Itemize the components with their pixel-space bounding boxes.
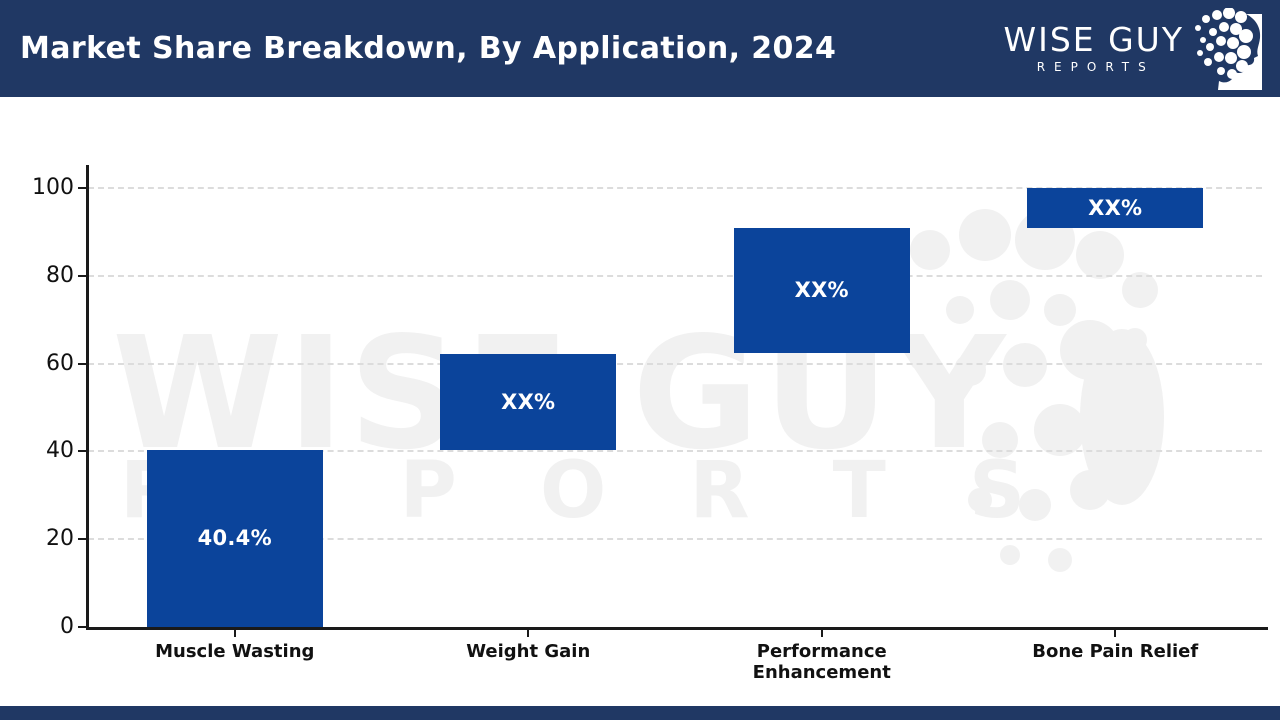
gridline-y-100 — [88, 187, 1262, 189]
bar-muscle-wasting: 40.4% — [146, 449, 323, 627]
ytick-label-60: 60 — [46, 350, 74, 376]
ytick-mark-40 — [78, 450, 87, 453]
ytick-mark-20 — [78, 538, 87, 541]
logo-wordmark: WISE GUY — [1003, 20, 1184, 59]
header-bar: Market Share Breakdown, By Application, … — [0, 0, 1280, 97]
footer-bar — [0, 706, 1280, 720]
category-label-line: Performance — [756, 641, 887, 662]
gridline-y-20 — [88, 538, 1262, 541]
ytick-mark-0 — [78, 626, 87, 628]
xtick-mark-3 — [1114, 629, 1117, 637]
ytick-mark-60 — [78, 362, 87, 365]
bar-value-label: XX% — [1088, 195, 1143, 220]
category-label-1: Weight Gain — [408, 641, 648, 662]
gridline-y-40 — [88, 450, 1262, 453]
ytick-mark-100 — [78, 187, 87, 189]
bar-value-label: XX% — [794, 278, 849, 303]
category-label-3: Bone Pain Relief — [995, 641, 1235, 662]
xtick-mark-2 — [820, 629, 823, 637]
ytick-label-100: 100 — [32, 175, 74, 200]
ytick-label-20: 20 — [46, 526, 74, 552]
xtick-mark-1 — [527, 629, 530, 637]
chart-title: Market Share Breakdown, By Application, … — [20, 31, 837, 66]
bar-bone-pain-relief: XX% — [1027, 188, 1204, 228]
category-label-line: Muscle Wasting — [155, 641, 315, 662]
bar-value-label: XX% — [501, 389, 556, 414]
bar-value-label: 40.4% — [197, 526, 272, 551]
ytick-label-0: 0 — [60, 614, 74, 639]
category-label-line: Weight Gain — [466, 641, 591, 662]
category-label-0: Muscle Wasting — [115, 641, 355, 662]
bar-performance-enhancement: XX% — [733, 227, 910, 354]
xtick-mark-0 — [233, 629, 236, 637]
x-axis-spine — [86, 627, 1268, 630]
logo-face-icon — [1195, 7, 1262, 90]
gridline-y-60 — [88, 362, 1262, 365]
brand-watermark: WISE GUY R E P O R T S — [112, 209, 1164, 572]
ytick-label-40: 40 — [46, 438, 74, 464]
logo-text: WISE GUY REPORTS — [1003, 20, 1184, 75]
ytick-mark-80 — [78, 274, 87, 277]
category-label-2: Performance Enhancement — [702, 641, 942, 683]
brand-logo: WISE GUY REPORTS — [1003, 7, 1262, 90]
plot-area: 0 20 40 60 80 100 40.4% Muscle Wasting XX% Weight… — [0, 97, 1280, 706]
ytick-label-80: 80 — [46, 262, 74, 288]
chart-region: WISE GUY R E P O R T S 0 20 40 60 80 100 40.4%… — [0, 97, 1280, 706]
watermark-face-dots — [910, 209, 1164, 572]
y-axis-spine — [86, 165, 89, 630]
gridline-y-80 — [88, 274, 1262, 277]
bar-weight-gain: XX% — [440, 353, 617, 450]
category-label-line: Enhancement — [752, 662, 891, 683]
logo-subtext: REPORTS — [1036, 60, 1155, 74]
category-label-line: Bone Pain Relief — [1032, 641, 1199, 662]
